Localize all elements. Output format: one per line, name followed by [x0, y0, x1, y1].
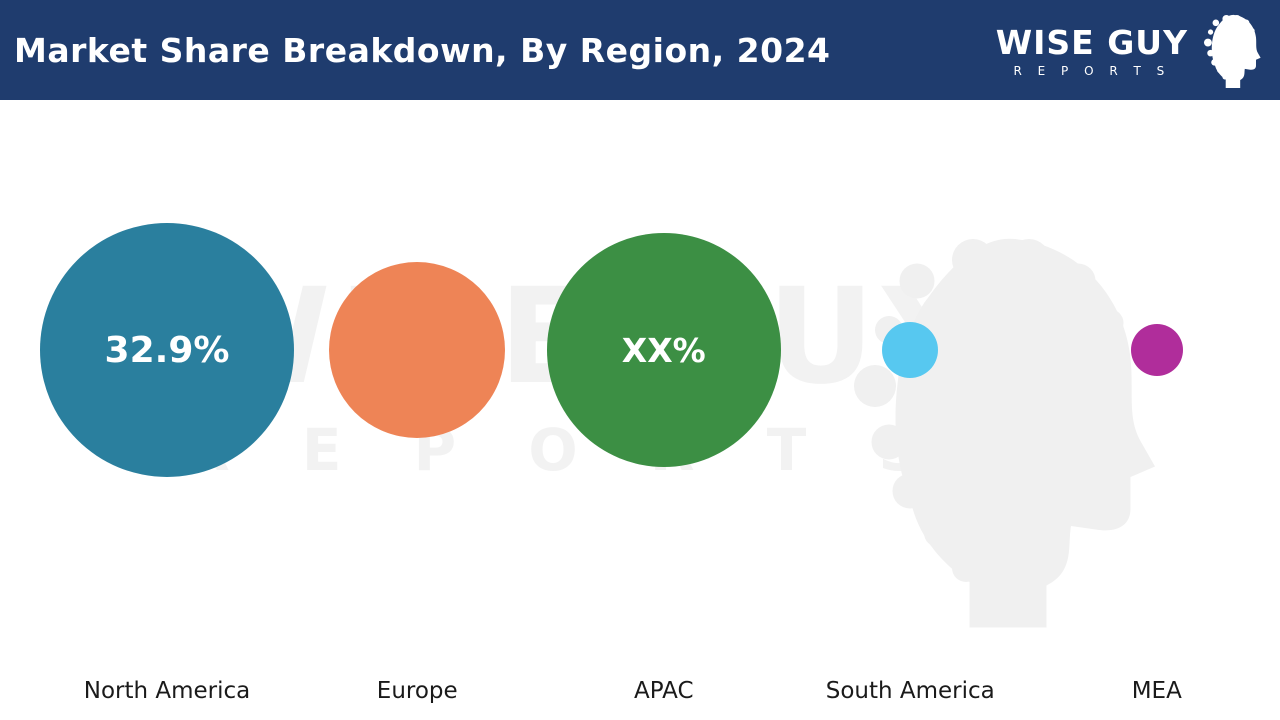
bubble-zone: XX%: [546, 100, 781, 600]
bubble-zone: [882, 100, 939, 600]
region-column: Europe: [294, 100, 541, 720]
region-column: MEA: [1034, 100, 1280, 720]
logo-text: WISE GUY R E P O R T S: [996, 23, 1188, 78]
region-column: 32.9% North America: [40, 100, 294, 720]
bubble-zone: 32.9%: [40, 100, 294, 600]
bubble-zone: [329, 100, 506, 600]
region-label-north-america: North America: [83, 678, 251, 704]
header: Market Share Breakdown, By Region, 2024 …: [0, 0, 1280, 100]
bubble-apac: XX%: [546, 233, 781, 467]
region-label-europe: Europe: [376, 678, 458, 704]
wise-guy-logo: WISE GUY R E P O R T S: [996, 11, 1262, 90]
bubble-north-america: 32.9%: [40, 223, 294, 477]
logo-subtitle: R E P O R T S: [1013, 63, 1171, 78]
region-label-south-america: South America: [825, 678, 995, 704]
region-label-apac: APAC: [633, 678, 694, 704]
region-column: XX% APAC: [541, 100, 788, 720]
region-label-mea: MEA: [1131, 678, 1182, 704]
bubble-zone: [1130, 100, 1183, 600]
bubble-value-label: XX%: [621, 330, 706, 370]
logo-wordmark: WISE GUY: [995, 22, 1188, 62]
bubble-mea: [1130, 324, 1183, 376]
bubble-value-label: 32.9%: [104, 329, 230, 371]
head-logo-icon: [1203, 14, 1261, 88]
page-title: Market Share Breakdown, By Region, 2024: [14, 30, 831, 70]
bubble-columns: 32.9% North America Europe XX% APAC Sout…: [0, 100, 1280, 720]
region-column: South America: [787, 100, 1034, 720]
bubble-europe: [329, 262, 506, 438]
bubble-chart: WISE GUY R E P O R T S 32.9% North Ameri…: [0, 100, 1280, 720]
bubble-south-america: [882, 322, 939, 378]
